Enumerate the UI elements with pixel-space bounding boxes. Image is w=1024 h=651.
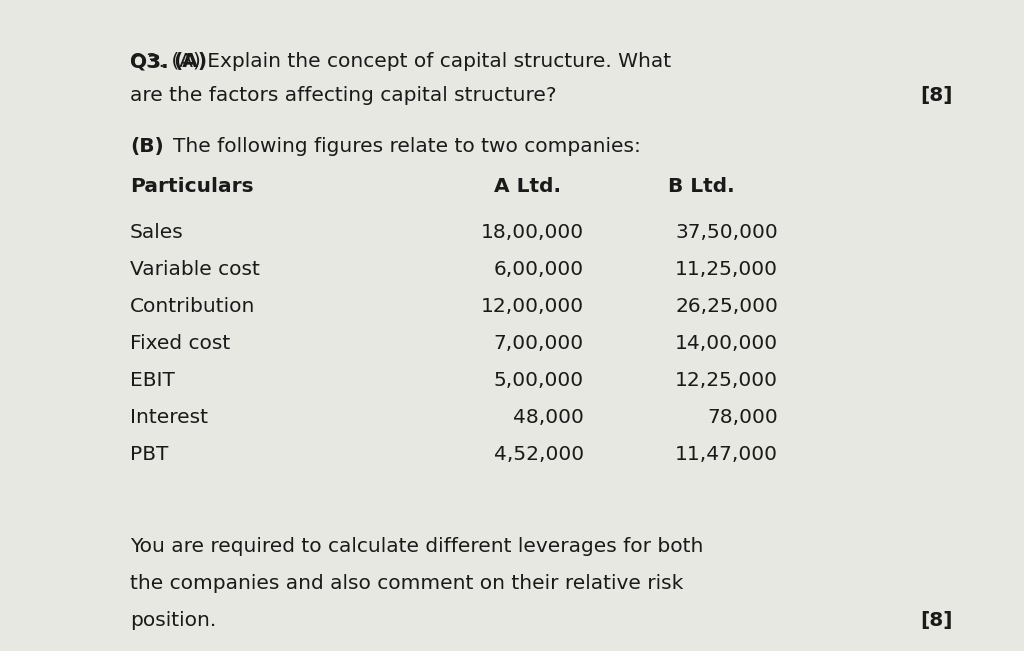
- Text: [8]: [8]: [920, 86, 952, 105]
- Text: 37,50,000: 37,50,000: [676, 223, 778, 242]
- Text: 4,52,000: 4,52,000: [494, 445, 584, 464]
- Text: Variable cost: Variable cost: [130, 260, 260, 279]
- Text: You are required to calculate different leverages for both: You are required to calculate different …: [130, 537, 703, 556]
- Text: B Ltd.: B Ltd.: [668, 177, 735, 196]
- Text: [8]: [8]: [920, 611, 952, 630]
- Text: Particulars: Particulars: [130, 177, 254, 196]
- Text: 18,00,000: 18,00,000: [480, 223, 584, 242]
- Text: Sales: Sales: [130, 223, 183, 242]
- Text: position.: position.: [130, 611, 216, 630]
- Text: The following figures relate to two companies:: The following figures relate to two comp…: [173, 137, 641, 156]
- Text: A Ltd.: A Ltd.: [494, 177, 561, 196]
- Text: Q3. (A) Explain the concept of capital structure. What: Q3. (A) Explain the concept of capital s…: [130, 52, 671, 71]
- Text: EBIT: EBIT: [130, 371, 175, 390]
- Text: 14,00,000: 14,00,000: [675, 334, 778, 353]
- Text: the companies and also comment on their relative risk: the companies and also comment on their …: [130, 574, 683, 593]
- Text: Q3.: Q3.: [130, 52, 169, 71]
- Text: (B): (B): [130, 137, 164, 156]
- Text: 26,25,000: 26,25,000: [676, 297, 778, 316]
- Text: 78,000: 78,000: [708, 408, 778, 427]
- Text: (A): (A): [173, 52, 207, 71]
- Text: 12,00,000: 12,00,000: [480, 297, 584, 316]
- Text: Fixed cost: Fixed cost: [130, 334, 230, 353]
- Text: Interest: Interest: [130, 408, 208, 427]
- Text: 6,00,000: 6,00,000: [494, 260, 584, 279]
- Text: 5,00,000: 5,00,000: [494, 371, 584, 390]
- Text: Contribution: Contribution: [130, 297, 255, 316]
- Text: 11,25,000: 11,25,000: [675, 260, 778, 279]
- Text: 48,000: 48,000: [513, 408, 584, 427]
- Text: are the factors affecting capital structure?: are the factors affecting capital struct…: [130, 86, 557, 105]
- Text: 12,25,000: 12,25,000: [675, 371, 778, 390]
- Text: PBT: PBT: [130, 445, 168, 464]
- Text: 7,00,000: 7,00,000: [494, 334, 584, 353]
- Text: 11,47,000: 11,47,000: [675, 445, 778, 464]
